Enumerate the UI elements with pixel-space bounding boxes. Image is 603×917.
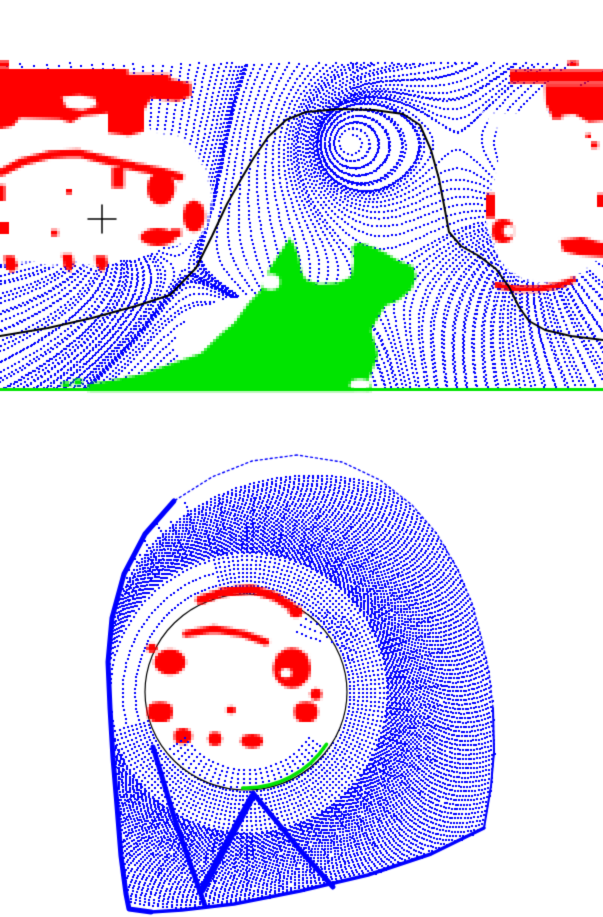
spiral-projection-canvas — [0, 397, 603, 917]
synoptic-map-canvas — [0, 0, 603, 397]
